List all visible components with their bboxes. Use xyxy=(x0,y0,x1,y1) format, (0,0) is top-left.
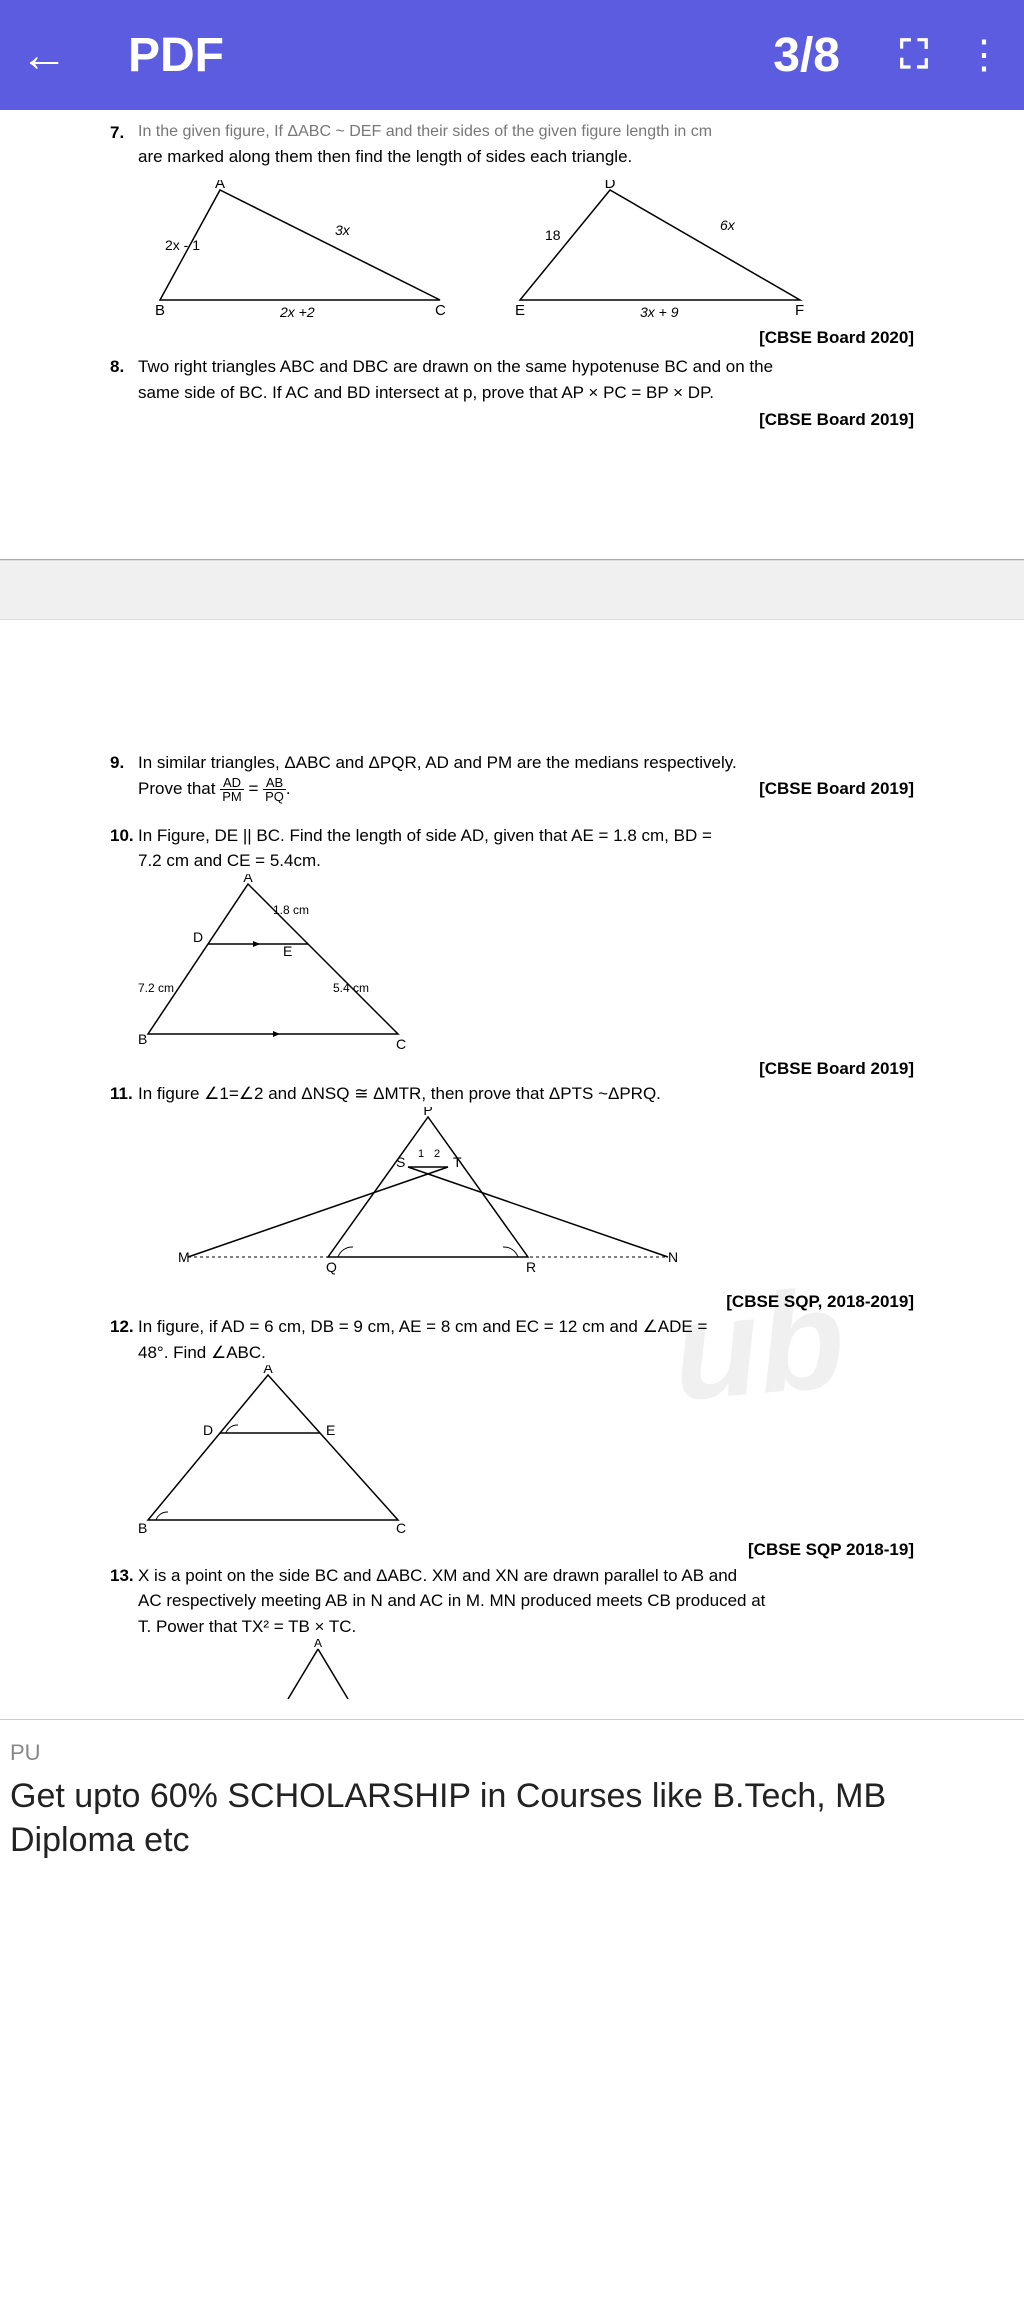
q13-figure-partial: A xyxy=(218,1639,418,1699)
q12-number: 12. xyxy=(110,1314,138,1563)
q10-text1: In Figure, DE || BC. Find the length of … xyxy=(138,823,914,849)
svg-text:3x: 3x xyxy=(335,222,351,238)
q7-number: 7. xyxy=(110,120,138,170)
svg-text:P: P xyxy=(423,1107,432,1118)
menu-icon[interactable]: ⋮ xyxy=(964,32,1004,78)
q7-figure: A B C 2x - 1 3x 2x +2 D E F 18 6x 3x + 9 xyxy=(150,180,914,320)
q7-cut-text: In the given figure, If ΔABC ~ DEF and t… xyxy=(138,120,914,144)
svg-text:6x: 6x xyxy=(720,217,736,233)
q9-board: [CBSE Board 2019] xyxy=(759,776,914,802)
q8-number: 8. xyxy=(110,354,138,433)
ad-banner[interactable]: PU Get upto 60% SCHOLARSHIP in Courses l… xyxy=(0,1719,1024,1892)
svg-text:3x + 9: 3x + 9 xyxy=(640,304,679,320)
triangle-abc: A B C 2x - 1 3x 2x +2 xyxy=(150,180,450,320)
svg-text:18: 18 xyxy=(545,227,561,243)
q12-text2: 48°. Find ∠ABC. xyxy=(138,1340,914,1366)
q10-number: 10. xyxy=(110,823,138,1082)
svg-text:F: F xyxy=(795,302,804,319)
q13-text3: T. Power that TX² = TB × TC. xyxy=(138,1614,914,1640)
svg-text:C: C xyxy=(396,1520,406,1535)
pdf-viewer-header: ← PDF 3/8 ⛶ ⋮ xyxy=(0,0,1024,110)
back-arrow-icon[interactable]: ← xyxy=(20,28,68,83)
q7-board: [CBSE Board 2020] xyxy=(110,325,914,351)
q12-board: [CBSE SQP 2018-19] xyxy=(138,1537,914,1563)
q10-board: [CBSE Board 2019] xyxy=(138,1056,914,1082)
page-indicator: 3/8 xyxy=(773,28,840,83)
svg-text:B: B xyxy=(155,302,165,319)
q13-text2: AC respectively meeting AB in N and AC i… xyxy=(138,1588,914,1614)
q13-number: 13. xyxy=(110,1563,138,1700)
svg-text:1.8 cm: 1.8 cm xyxy=(273,903,309,917)
header-title: PDF xyxy=(128,28,773,83)
svg-text:S: S xyxy=(396,1154,405,1170)
q13-text1: X is a point on the side BC and ΔABC. XM… xyxy=(138,1563,914,1589)
q11-figure: P S T M N Q R 1 2 xyxy=(178,1107,678,1287)
ad-line1: Get upto 60% SCHOLARSHIP in Courses like… xyxy=(10,1774,1014,1818)
q7-line2: are marked along them then find the leng… xyxy=(138,144,914,170)
svg-text:D: D xyxy=(193,929,203,945)
svg-text:2x - 1: 2x - 1 xyxy=(165,237,200,253)
svg-text:C: C xyxy=(435,302,446,319)
page-gap xyxy=(0,560,1024,620)
svg-text:A: A xyxy=(314,1639,322,1650)
ad-label: PU xyxy=(10,1740,1014,1766)
svg-text:A: A xyxy=(263,1365,273,1376)
svg-text:T: T xyxy=(453,1154,462,1170)
svg-text:N: N xyxy=(668,1249,678,1265)
q11-number: 11. xyxy=(110,1081,138,1314)
svg-text:E: E xyxy=(326,1422,335,1438)
fullscreen-icon[interactable]: ⛶ xyxy=(900,33,924,78)
svg-text:Q: Q xyxy=(326,1259,337,1275)
svg-text:E: E xyxy=(515,302,525,319)
svg-text:5.4 cm: 5.4 cm xyxy=(333,981,369,995)
svg-text:B: B xyxy=(138,1031,147,1047)
page-content-top: 7. In the given figure, If ΔABC ~ DEF an… xyxy=(0,110,1024,560)
svg-text:D: D xyxy=(203,1422,213,1438)
q9-number: 9. xyxy=(110,750,138,803)
q9-prove: Prove that ADPM = ABPQ. xyxy=(138,776,291,803)
svg-text:D: D xyxy=(605,180,616,192)
q9-text: In similar triangles, ΔABC and ΔPQR, AD … xyxy=(138,750,914,776)
q10-text2: 7.2 cm and CE = 5.4cm. xyxy=(138,848,914,874)
page-content-bottom: ub 9. In similar triangles, ΔABC and ΔPQ… xyxy=(0,620,1024,1719)
svg-text:2: 2 xyxy=(434,1148,440,1160)
svg-text:1: 1 xyxy=(418,1148,424,1160)
svg-text:C: C xyxy=(396,1036,406,1052)
q8-text1: Two right triangles ABC and DBC are draw… xyxy=(138,354,914,380)
svg-text:E: E xyxy=(283,943,292,959)
triangle-def: D E F 18 6x 3x + 9 xyxy=(510,180,810,320)
svg-text:7.2 cm: 7.2 cm xyxy=(138,981,174,995)
q11-board: [CBSE SQP, 2018-2019] xyxy=(138,1289,914,1315)
q10-figure: A B C D E 1.8 cm 7.2 cm 5.4 cm xyxy=(138,874,418,1054)
svg-text:R: R xyxy=(526,1259,536,1275)
svg-text:B: B xyxy=(138,1520,147,1535)
ad-line2: Diploma etc xyxy=(10,1818,1014,1862)
q12-figure: A B C D E xyxy=(138,1365,418,1535)
q11-text: In figure ∠1=∠2 and ΔNSQ ≅ ΔMTR, then pr… xyxy=(138,1081,914,1107)
q8-board: [CBSE Board 2019] xyxy=(138,407,914,433)
q12-text1: In figure, if AD = 6 cm, DB = 9 cm, AE =… xyxy=(138,1314,914,1340)
svg-text:A: A xyxy=(243,874,253,885)
svg-text:A: A xyxy=(215,180,225,192)
svg-text:M: M xyxy=(178,1249,190,1265)
svg-text:2x +2: 2x +2 xyxy=(279,304,315,320)
q8-text2: same side of BC. If AC and BD intersect … xyxy=(138,380,914,406)
